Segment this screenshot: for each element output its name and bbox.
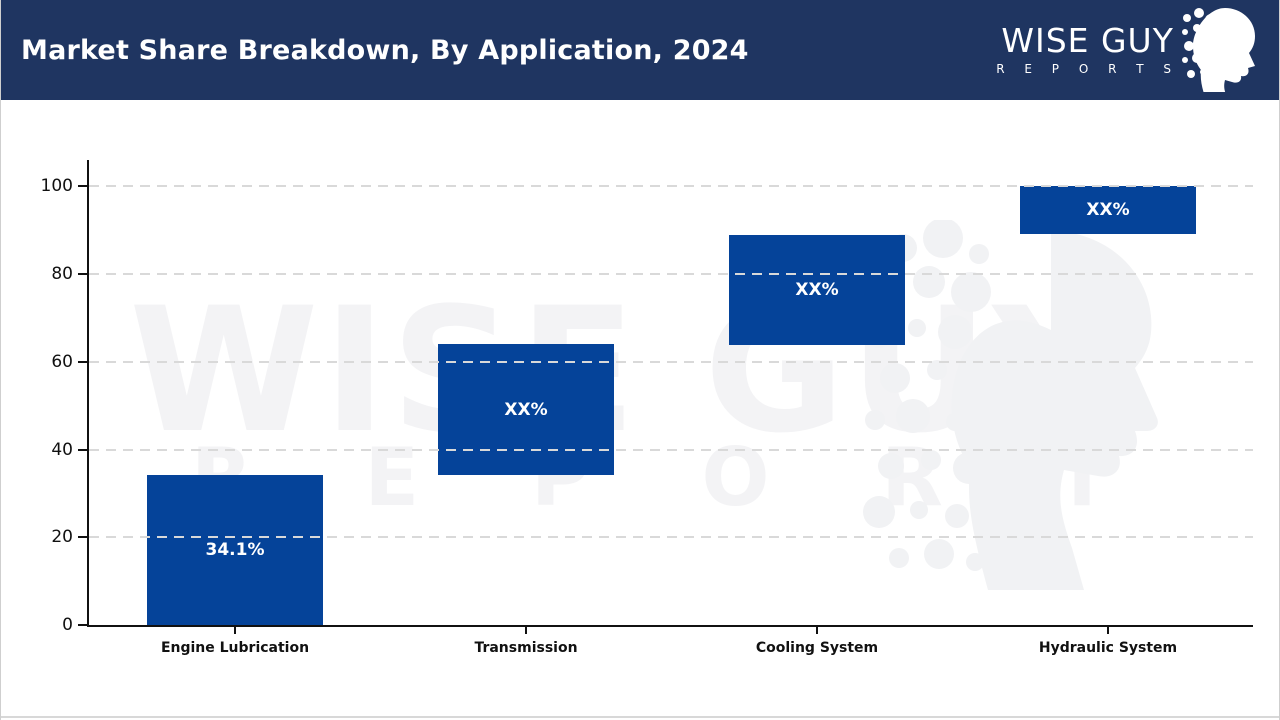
logo-subtitle: R E P O R T S	[996, 62, 1179, 76]
y-tick-mark	[78, 273, 87, 276]
y-tick-mark	[78, 185, 87, 188]
gridline	[89, 536, 1253, 539]
x-tick-label: Engine Lubrication	[160, 640, 310, 656]
bar-value-label: 34.1%	[205, 540, 265, 560]
gridline	[89, 360, 1253, 363]
x-tick-mark	[525, 627, 527, 634]
gridline	[89, 273, 1253, 276]
y-axis-line	[87, 160, 89, 627]
bar-hydraulic-system: XX%	[1020, 186, 1196, 234]
wiseguy-logo: WISE GUY R E P O R T S	[996, 4, 1265, 100]
y-tick-label: 80	[51, 264, 73, 285]
bar-cooling-system: XX%	[729, 235, 905, 345]
y-tick-label: 60	[51, 351, 73, 372]
header-bar: Market Share Breakdown, By Application, …	[1, 0, 1279, 100]
y-tick-label: 100	[40, 176, 73, 197]
y-tick-label: 40	[51, 439, 73, 460]
gridline	[89, 448, 1253, 451]
page-title: Market Share Breakdown, By Application, …	[21, 34, 749, 66]
x-tick-label: Cooling System	[755, 640, 879, 656]
x-axis-line	[87, 625, 1253, 627]
bar-engine-lubrication: 34.1%	[147, 475, 323, 625]
x-tick-mark	[1107, 627, 1109, 634]
wiseguy-logo-text: WISE GUY R E P O R T S	[996, 24, 1179, 76]
gridline	[89, 185, 1253, 188]
bar-value-label: XX%	[504, 399, 548, 420]
y-tick-label: 0	[62, 615, 73, 635]
x-tick-mark	[816, 627, 818, 634]
bar-value-label: XX%	[795, 280, 839, 300]
y-tick-mark	[78, 536, 87, 539]
y-tick-mark	[78, 624, 87, 626]
y-tick-mark	[78, 360, 87, 363]
plot-area: 0 20 40 60 80 100 34.1% Engine Lubrication XX% Tr…	[41, 160, 1253, 656]
bar-transmission: XX%	[438, 344, 614, 475]
y-tick-label: 20	[51, 527, 73, 548]
logo-wordmark: WISE GUY	[1001, 21, 1174, 60]
x-tick-label: Transmission	[474, 640, 578, 656]
footer-divider	[1, 716, 1279, 718]
y-tick-mark	[78, 448, 87, 451]
wiseguy-head-logo-icon	[1173, 4, 1265, 100]
x-tick-label: Hydraulic System	[1038, 640, 1178, 656]
bar-value-label: XX%	[1086, 200, 1130, 220]
x-tick-mark	[234, 627, 236, 634]
